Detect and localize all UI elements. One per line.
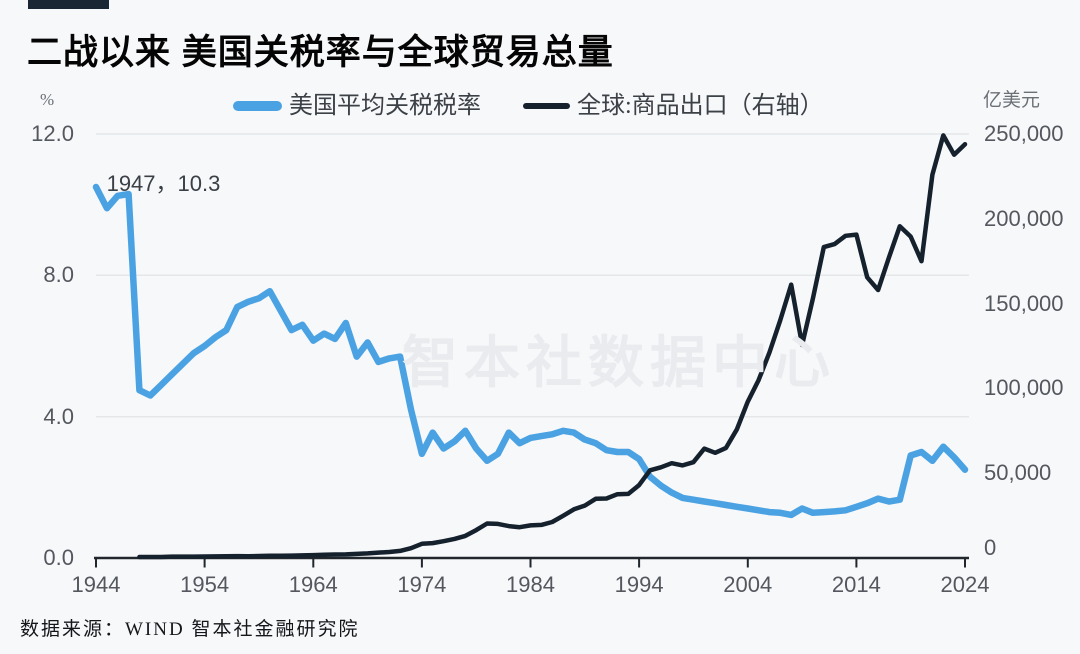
left-axis-unit-label: % [40,90,55,109]
right-axis-unit-label: 亿美元 [983,90,1041,111]
y-axis-left-tick-label: 4.0 [43,403,74,429]
legend: 美国平均关税税率 全球:商品出口（右轴） [233,92,824,120]
y-axis-right-tick-label: 50,000 [984,460,1052,486]
page-title: 二战以来 美国关税率与全球贸易总量 [27,33,614,72]
annotation-1947-peak: 1947，10.3 [106,171,221,197]
x-axis-tick-label: 1994 [614,572,664,597]
x-axis-tick-label: 1984 [506,572,555,597]
y-axis-left-tick-label: 0.0 [43,545,74,570]
legend-item-tariff: 美国平均关税税率 [233,92,481,120]
legend-item-exports: 全球:商品出口（右轴） [523,92,824,120]
watermark: 智本社数据中心 [402,331,836,394]
legend-swatch-exports-line [523,103,570,109]
x-axis-tick-label: 1954 [180,572,230,597]
legend-label-exports: 全球:商品出口（右轴） [577,93,824,119]
accent-bar [28,0,109,9]
x-axis-tick-label: 1964 [288,572,338,597]
y-axis-right-tick-label: 250,000 [984,121,1064,146]
y-axis-right-tick-label: 150,000 [984,290,1064,316]
y-axis-right-tick-label: 100,000 [984,375,1064,401]
legend-swatch-tariff-line [233,101,282,111]
y-axis-right-tick-label: 200,000 [984,205,1064,231]
x-axis-tick-label: 2024 [940,572,990,597]
y-axis-left-tick-label: 12.0 [31,121,74,146]
y-axis-right-tick-label: 0 [984,535,997,560]
data-source: 数据来源：WIND 智本社金融研究院 [20,619,360,640]
tariff-rate-line [92,183,969,519]
legend-label-tariff: 美国平均关税税率 [289,93,481,119]
x-axis-tick-label: 1944 [71,572,121,597]
x-axis-tick-label: 2004 [723,572,773,597]
x-axis-tick-label: 2014 [831,572,881,597]
y-axis-left-tick-label: 8.0 [43,262,74,288]
global-exports-line [137,133,968,560]
x-axis-tick-label: 1974 [397,572,447,597]
